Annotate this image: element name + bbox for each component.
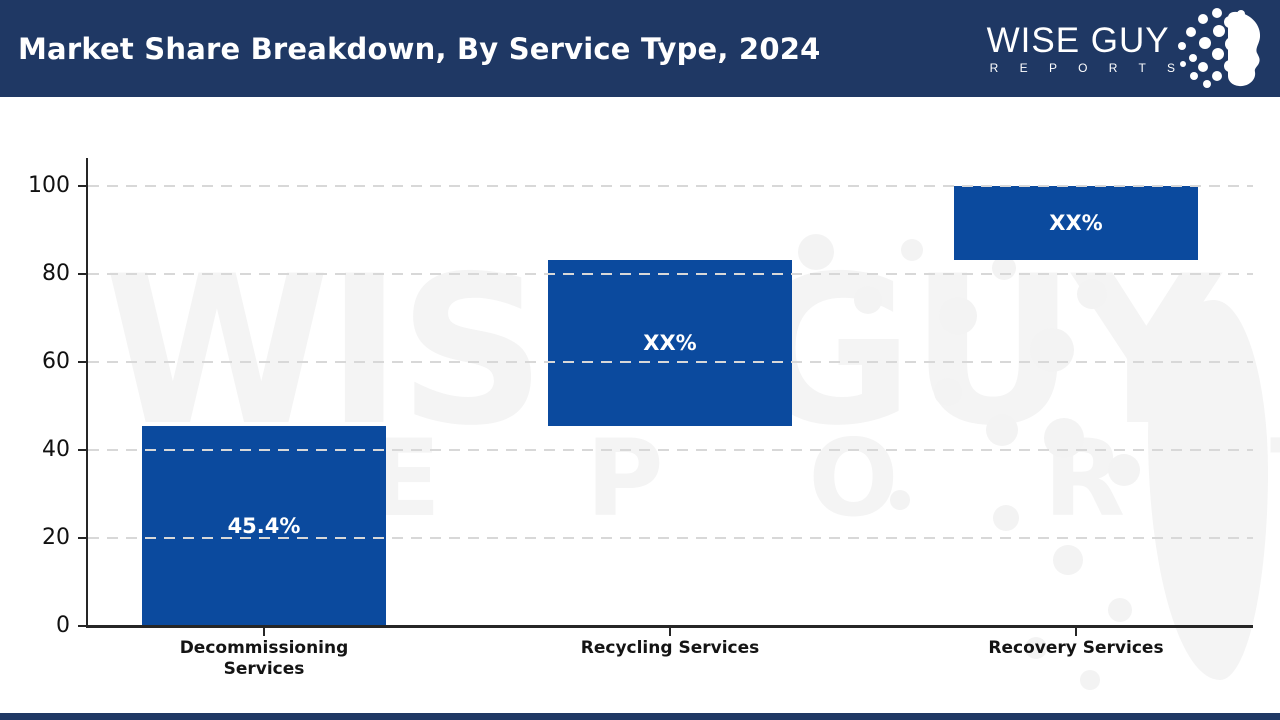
bar-value-label: XX% — [643, 331, 697, 356]
bar — [954, 186, 1198, 260]
x-tick — [1075, 628, 1077, 636]
y-gridline — [88, 449, 1253, 451]
y-gridline — [88, 273, 1253, 275]
x-tick-label: Recovery Services — [988, 638, 1164, 658]
logo-wordmark: WISE GUY — [986, 20, 1170, 60]
y-tick — [78, 625, 88, 627]
y-tick — [78, 185, 88, 187]
x-tick — [263, 628, 265, 636]
x-axis-line — [86, 625, 1253, 628]
y-tick-label: 20 — [42, 525, 70, 550]
footer-bar — [0, 713, 1280, 720]
wiseguy-logo: WISE GUY R E P O R T S — [987, 6, 1266, 92]
y-tick — [78, 449, 88, 451]
wiseguy-head-icon — [1178, 7, 1261, 88]
y-tick-label: 0 — [56, 613, 70, 638]
y-tick-label: 100 — [28, 173, 70, 198]
x-tick-label: Recycling Services — [580, 638, 760, 658]
y-tick-label: 60 — [42, 349, 70, 374]
header-bar: Market Share Breakdown, By Service Type,… — [0, 0, 1280, 97]
y-gridline — [88, 537, 1253, 539]
y-tick — [78, 537, 88, 539]
bar — [142, 426, 386, 626]
y-gridline — [88, 185, 1253, 187]
y-tick-label: 40 — [42, 437, 70, 462]
bar-value-label: XX% — [1049, 210, 1103, 235]
y-tick — [78, 273, 88, 275]
y-axis-line — [86, 158, 88, 628]
y-tick-label: 80 — [42, 261, 70, 286]
y-gridline — [88, 361, 1253, 363]
y-tick — [78, 361, 88, 363]
bar — [548, 259, 792, 427]
x-tick — [669, 628, 671, 636]
bar-value-label: 45.4% — [227, 514, 301, 539]
wiseguy-logo-text: WISE GUY R E P O R T S — [986, 20, 1184, 75]
x-tick-label: Decommissioning Services — [179, 638, 349, 679]
logo-subtitle: R E P O R T S — [989, 60, 1184, 75]
page-title: Market Share Breakdown, By Service Type,… — [18, 31, 821, 66]
